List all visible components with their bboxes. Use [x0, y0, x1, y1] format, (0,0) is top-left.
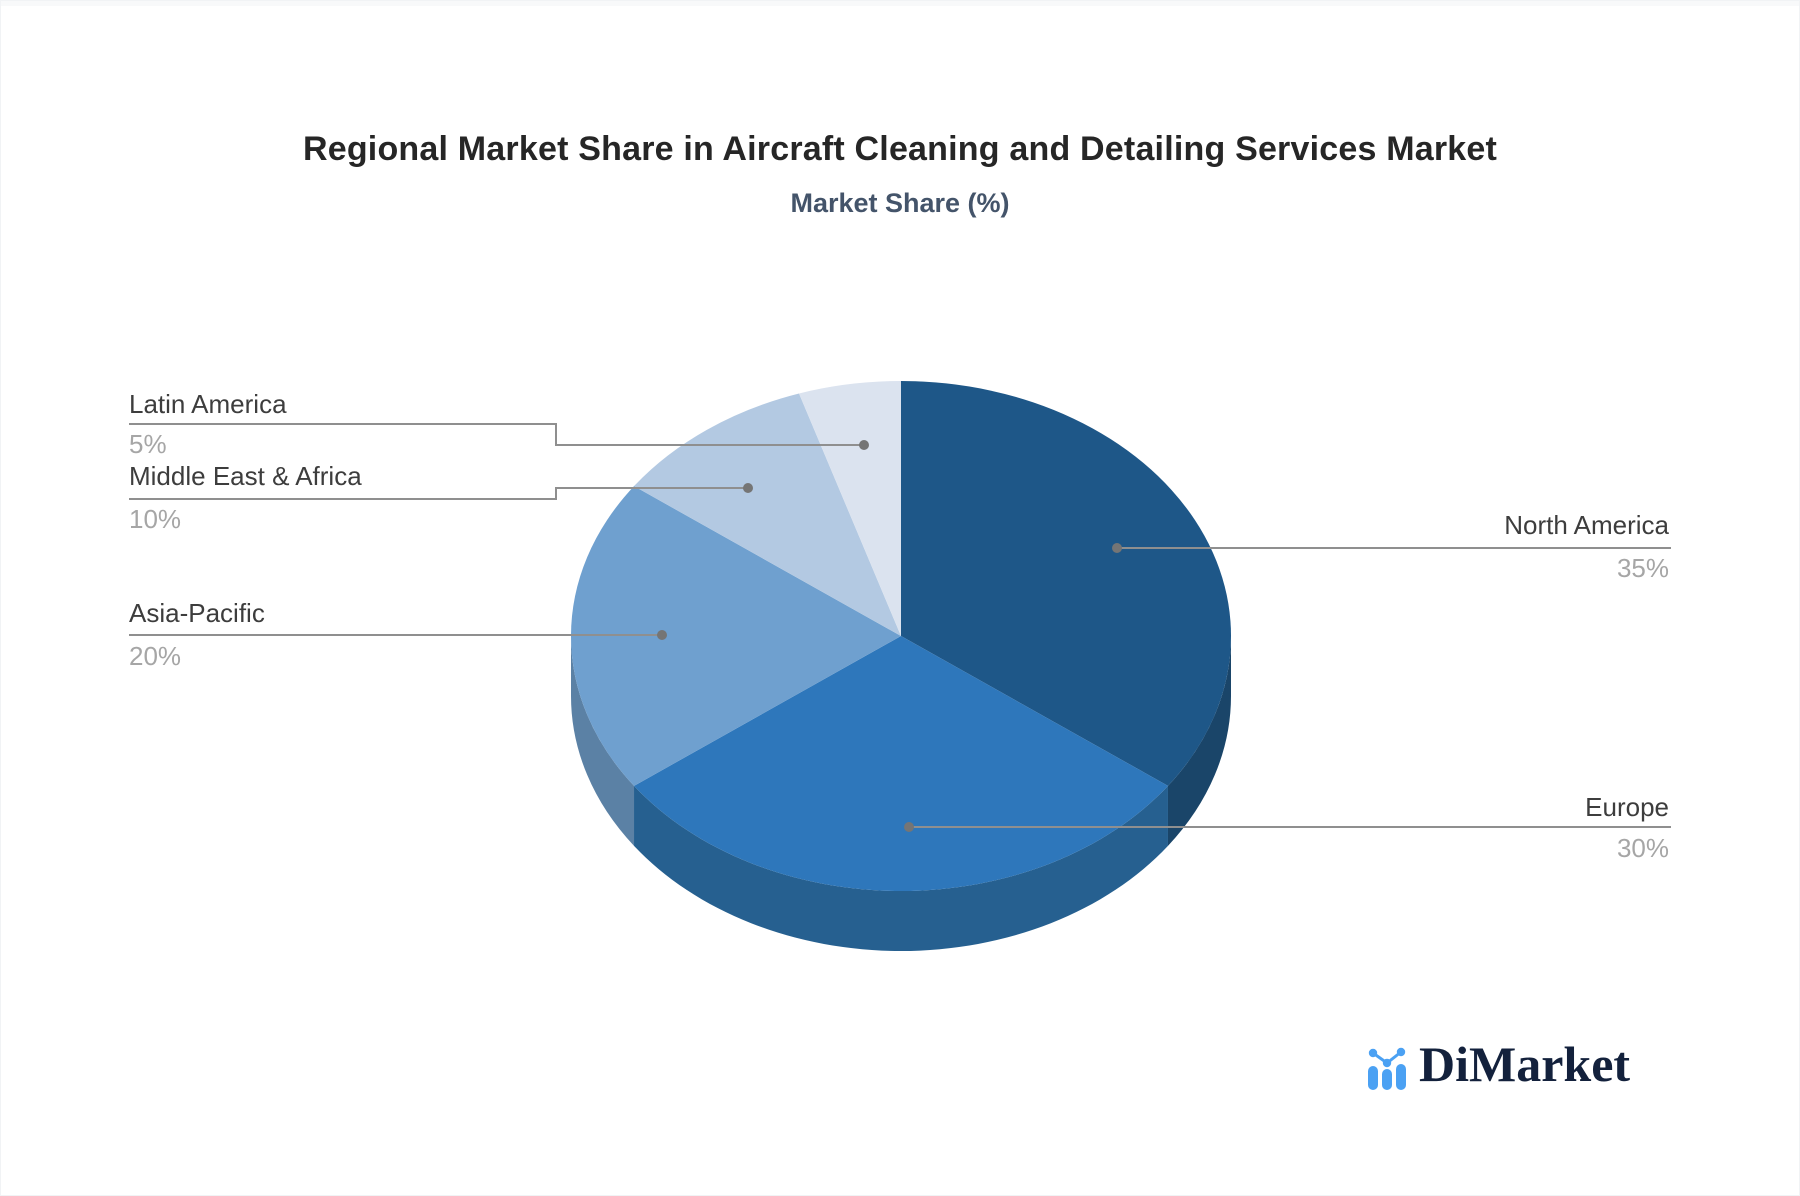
top-edge-strip: [1, 1, 1799, 6]
logo-chart-icon: [1368, 1047, 1406, 1090]
callout-value-europe: 30%: [1616, 833, 1669, 863]
callout-label-north-america: North America: [1504, 510, 1669, 540]
chart-subtitle: Market Share (%): [790, 188, 1010, 218]
callout-value-north-america: 35%: [1616, 553, 1669, 583]
callout-label-asia-pacific: Asia-Pacific: [129, 598, 265, 628]
callout-label-latin-america: Latin America: [129, 389, 287, 419]
dimarket-logo: DiMarket: [1363, 1039, 1653, 1099]
callout-value-latin-america: 5%: [129, 429, 167, 459]
callout-label-middle-east-africa: Middle East & Africa: [129, 461, 362, 491]
callout-value-asia-pacific: 20%: [129, 641, 182, 671]
callout-label-europe: Europe: [1585, 792, 1669, 822]
chart-title: Regional Market Share in Aircraft Cleani…: [302, 130, 1498, 168]
callout-value-middle-east-africa: 10%: [129, 504, 182, 534]
logo-text: DiMarket: [1419, 1036, 1631, 1092]
